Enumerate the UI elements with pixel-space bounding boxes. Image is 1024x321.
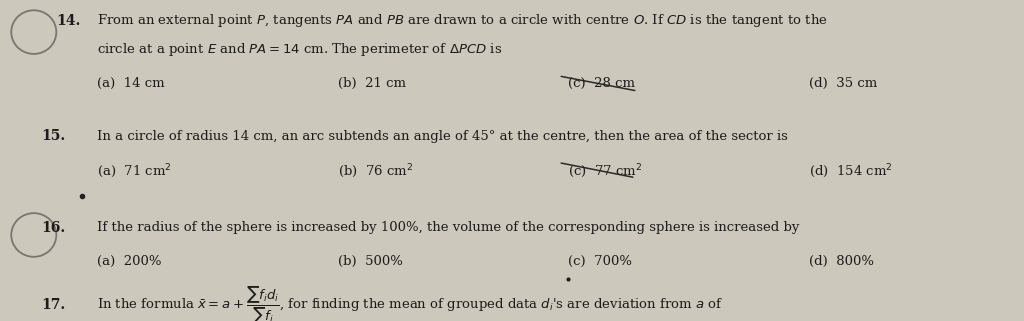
Text: 17.: 17.: [41, 298, 66, 312]
Text: (c)  28 cm: (c) 28 cm: [568, 77, 635, 90]
Text: 16.: 16.: [41, 221, 66, 235]
Text: (a)  14 cm: (a) 14 cm: [97, 77, 165, 90]
Text: (b)  500%: (b) 500%: [338, 255, 402, 268]
Text: (d)  35 cm: (d) 35 cm: [809, 77, 878, 90]
Text: (d)  800%: (d) 800%: [809, 255, 873, 268]
Text: In a circle of radius 14 cm, an arc subtends an angle of 45° at the centre, then: In a circle of radius 14 cm, an arc subt…: [97, 130, 788, 143]
Text: In the formula $\bar{x} = a + \dfrac{\sum f_i d_i}{\sum f_i}$, for finding the m: In the formula $\bar{x} = a + \dfrac{\su…: [97, 284, 724, 321]
Text: 14.: 14.: [56, 14, 81, 28]
Text: (b)  76 cm$^{2}$: (b) 76 cm$^{2}$: [338, 162, 414, 180]
Text: From an external point $P$, tangents $PA$ and $PB$ are drawn to a circle with ce: From an external point $P$, tangents $PA…: [97, 13, 828, 29]
Text: circle at a point $E$ and $PA = 14$ cm. The perimeter of $\Delta PCD$ is: circle at a point $E$ and $PA = 14$ cm. …: [97, 41, 503, 58]
Text: (c)  77 cm$^{2}$: (c) 77 cm$^{2}$: [568, 162, 643, 180]
Text: (a)  200%: (a) 200%: [97, 255, 162, 268]
Text: (d)  154 cm$^{2}$: (d) 154 cm$^{2}$: [809, 162, 893, 180]
Text: (a)  71 cm$^{2}$: (a) 71 cm$^{2}$: [97, 162, 172, 180]
Text: If the radius of the sphere is increased by 100%, the volume of the correspondin: If the radius of the sphere is increased…: [97, 221, 800, 234]
Text: 15.: 15.: [41, 129, 66, 143]
Text: (b)  21 cm: (b) 21 cm: [338, 77, 406, 90]
Text: (c)  700%: (c) 700%: [568, 255, 633, 268]
